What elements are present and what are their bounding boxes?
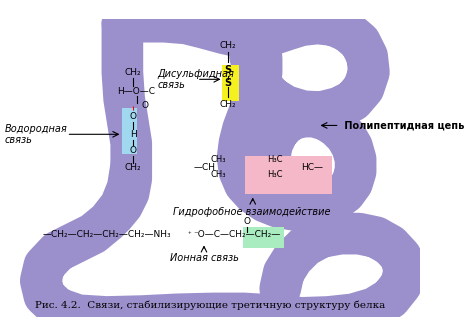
Text: CH₂: CH₂ (219, 100, 236, 109)
Text: H—O—C: H—O—C (117, 87, 155, 96)
Text: H₃C: H₃C (267, 170, 283, 179)
Bar (222, 65, 239, 100)
Text: Дисульфидная
связь: Дисульфидная связь (158, 69, 235, 90)
Text: S: S (224, 66, 231, 76)
Bar (245, 157, 332, 194)
Text: H₃C: H₃C (267, 155, 283, 164)
Text: O: O (129, 112, 137, 121)
Text: O: O (129, 146, 137, 155)
Text: Гидрофобное взаимодействие: Гидрофобное взаимодействие (173, 207, 330, 217)
Text: Рис. 4.2.  Связи, стабилизирующие третичную структуру белка: Рис. 4.2. Связи, стабилизирующие третичн… (35, 300, 385, 310)
Text: Водородная
связь: Водородная связь (4, 124, 67, 145)
Text: ⁻O—C—CH₂—CH₂—: ⁻O—C—CH₂—CH₂— (193, 230, 281, 239)
Text: —CH₂—CH₂—CH₂—CH₂—NH₃: —CH₂—CH₂—CH₂—CH₂—NH₃ (43, 230, 171, 239)
Bar (243, 226, 284, 248)
Text: O: O (243, 217, 250, 226)
Text: O: O (141, 100, 148, 110)
Text: Ионная связь: Ионная связь (170, 253, 238, 263)
Bar (122, 108, 137, 154)
Text: CH₃: CH₃ (210, 170, 226, 179)
Text: ⁺: ⁺ (188, 232, 192, 238)
Text: —CH: —CH (193, 164, 215, 172)
Text: S: S (224, 78, 231, 88)
Text: Полипептидная цепь: Полипептидная цепь (341, 120, 465, 130)
Text: CH₂: CH₂ (219, 41, 236, 50)
Text: CH₂: CH₂ (125, 164, 141, 172)
Text: HC—: HC— (301, 164, 324, 172)
Text: CH₃: CH₃ (210, 155, 226, 164)
Text: H: H (130, 130, 137, 139)
Text: CH₂: CH₂ (125, 68, 141, 77)
